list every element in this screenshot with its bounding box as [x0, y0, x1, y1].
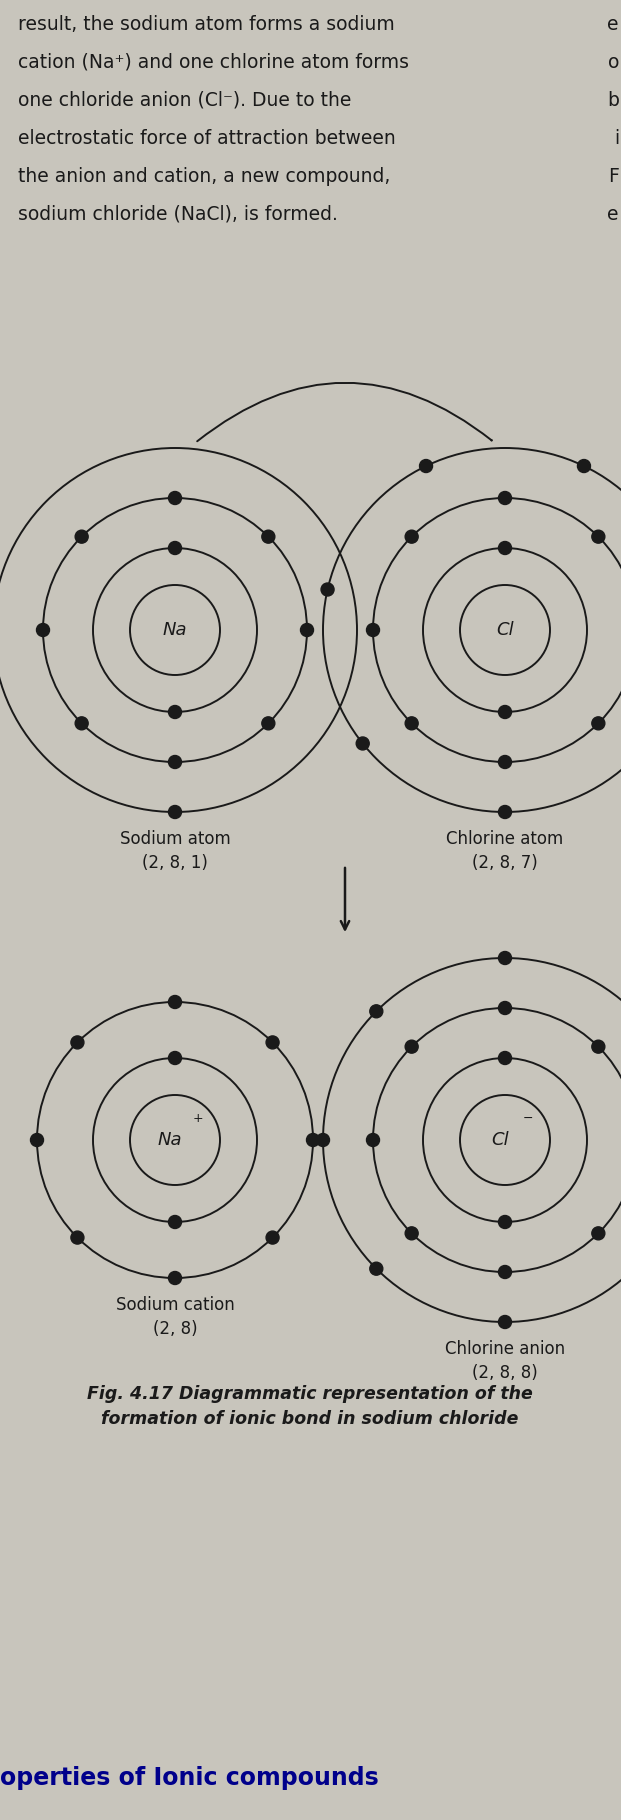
Text: electrostatic force of attraction between: electrostatic force of attraction betwee…: [18, 129, 396, 147]
Text: result, the sodium atom forms a sodium: result, the sodium atom forms a sodium: [18, 15, 395, 35]
Circle shape: [168, 1216, 181, 1228]
Circle shape: [317, 1134, 330, 1147]
Circle shape: [592, 530, 605, 542]
Circle shape: [262, 530, 275, 542]
Text: Sodium atom
(2, 8, 1): Sodium atom (2, 8, 1): [120, 830, 230, 872]
Text: Chlorine atom
(2, 8, 7): Chlorine atom (2, 8, 7): [446, 830, 564, 872]
Circle shape: [71, 1036, 84, 1048]
Circle shape: [168, 996, 181, 1008]
Circle shape: [405, 1227, 418, 1239]
Circle shape: [356, 737, 369, 750]
Circle shape: [366, 1134, 379, 1147]
Circle shape: [499, 1265, 512, 1278]
Circle shape: [499, 952, 512, 965]
Text: b: b: [607, 91, 619, 109]
Text: one chloride anion (Cl⁻). Due to the: one chloride anion (Cl⁻). Due to the: [18, 91, 351, 109]
Circle shape: [405, 717, 418, 730]
FancyArrowPatch shape: [197, 382, 492, 440]
Text: Fig. 4.17 Diagrammatic representation of the
formation of ionic bond in sodium c: Fig. 4.17 Diagrammatic representation of…: [87, 1385, 533, 1429]
Circle shape: [75, 717, 88, 730]
Text: the anion and cation, a new compound,: the anion and cation, a new compound,: [18, 167, 391, 186]
Circle shape: [30, 1134, 43, 1147]
Text: Chlorine anion
(2, 8, 8): Chlorine anion (2, 8, 8): [445, 1340, 565, 1381]
Circle shape: [592, 1041, 605, 1054]
Circle shape: [499, 1052, 512, 1065]
Circle shape: [321, 582, 334, 595]
Circle shape: [168, 755, 181, 768]
Text: o: o: [607, 53, 619, 73]
Circle shape: [592, 1227, 605, 1239]
Circle shape: [499, 1216, 512, 1228]
Text: Sodium cation
(2, 8): Sodium cation (2, 8): [116, 1296, 234, 1338]
Circle shape: [75, 530, 88, 542]
Text: cation (Na⁺) and one chlorine atom forms: cation (Na⁺) and one chlorine atom forms: [18, 53, 409, 73]
Circle shape: [578, 459, 591, 473]
Text: e: e: [607, 206, 619, 224]
Circle shape: [168, 1272, 181, 1285]
Circle shape: [370, 1263, 383, 1276]
Circle shape: [168, 1052, 181, 1065]
Text: Cl: Cl: [496, 621, 514, 639]
Circle shape: [266, 1036, 279, 1048]
Text: Na: Na: [158, 1130, 182, 1148]
Circle shape: [420, 459, 433, 473]
Circle shape: [499, 1001, 512, 1014]
Text: +: +: [193, 1112, 204, 1125]
Circle shape: [370, 1005, 383, 1017]
Circle shape: [168, 491, 181, 504]
Circle shape: [307, 1134, 319, 1147]
Circle shape: [499, 1316, 512, 1329]
Circle shape: [71, 1230, 84, 1245]
Circle shape: [168, 542, 181, 555]
Circle shape: [168, 706, 181, 719]
Circle shape: [405, 530, 418, 542]
Circle shape: [592, 717, 605, 730]
Text: sodium chloride (NaCl), is formed.: sodium chloride (NaCl), is formed.: [18, 206, 338, 224]
Text: F: F: [608, 167, 619, 186]
Text: operties of Ionic compounds: operties of Ionic compounds: [0, 1765, 379, 1791]
Circle shape: [301, 624, 314, 637]
Circle shape: [499, 706, 512, 719]
Text: −: −: [523, 1112, 533, 1125]
Circle shape: [366, 624, 379, 637]
Circle shape: [168, 806, 181, 819]
Circle shape: [262, 717, 275, 730]
Text: e: e: [607, 15, 619, 35]
Text: Cl: Cl: [491, 1130, 509, 1148]
Circle shape: [499, 806, 512, 819]
Circle shape: [405, 1041, 418, 1054]
Circle shape: [37, 624, 50, 637]
Circle shape: [499, 491, 512, 504]
Circle shape: [499, 542, 512, 555]
Circle shape: [266, 1230, 279, 1245]
Text: i: i: [614, 129, 619, 147]
Circle shape: [499, 755, 512, 768]
Text: Na: Na: [163, 621, 188, 639]
